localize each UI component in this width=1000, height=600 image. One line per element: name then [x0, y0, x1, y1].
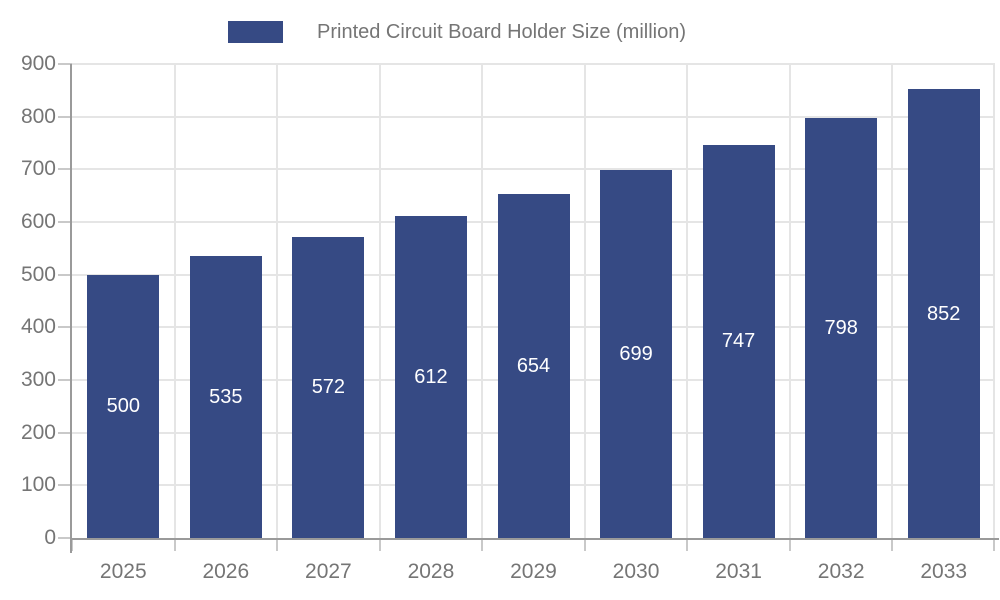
bar — [189, 256, 262, 538]
bar-value-label: 699 — [619, 342, 653, 365]
bar-value-label: 852 — [927, 302, 961, 325]
x-axis-tick — [174, 538, 176, 551]
bar-value-label: 747 — [721, 330, 756, 353]
bar-value-label: 654 — [516, 354, 551, 377]
x-tick-label: 2031 — [715, 560, 762, 583]
x-axis-tick — [379, 538, 381, 551]
legend[interactable]: Printed Circuit Board Holder Size (milli… — [228, 20, 686, 44]
y-axis-tick — [58, 379, 72, 381]
x-axis-line — [70, 538, 999, 540]
h-gridline — [72, 115, 995, 118]
x-tick-label: 2025 — [99, 560, 147, 583]
v-gridline — [584, 64, 586, 538]
y-axis-tick — [58, 273, 72, 276]
bar — [497, 193, 570, 538]
y-tick-label: 500 — [20, 262, 56, 286]
bar — [702, 144, 775, 538]
h-gridline — [72, 168, 995, 171]
x-axis-tick — [481, 538, 483, 551]
y-tick-label: 700 — [20, 157, 56, 181]
y-tick-label: 100 — [20, 473, 56, 497]
bar — [292, 236, 365, 538]
y-axis-tick — [58, 63, 72, 65]
y-tick-label: 900 — [20, 52, 56, 75]
x-axis-tick — [891, 538, 893, 551]
bar — [805, 117, 878, 538]
x-axis-tick — [71, 538, 73, 551]
x-tick-label: 2032 — [817, 560, 865, 583]
x-tick-label: 2029 — [510, 560, 557, 583]
x-tick-label: 2027 — [305, 560, 352, 583]
y-axis-tick — [58, 431, 72, 434]
plot-area: 500 535 572 612 654 699 747 798 852 — [58, 63, 999, 553]
x-axis-tick — [276, 538, 278, 551]
y-axis-tick — [58, 326, 72, 329]
x-tick-label: 2026 — [202, 560, 250, 583]
v-gridline — [276, 64, 278, 538]
x-tick-label: 2028 — [407, 560, 455, 583]
legend-label: Printed Circuit Board Holder Size (milli… — [317, 21, 687, 43]
v-gridline — [789, 64, 791, 538]
bar-value-label: 798 — [824, 316, 858, 339]
h-gridline — [72, 63, 995, 65]
x-axis-tick — [686, 538, 688, 551]
bar-value-label: 500 — [106, 395, 140, 418]
bar-value-label: 612 — [414, 365, 448, 388]
y-tick-label: 0 — [44, 526, 56, 549]
y-tick-label: 300 — [20, 368, 56, 391]
y-axis-tick — [58, 168, 72, 171]
x-axis-tick — [584, 538, 586, 551]
bar — [87, 274, 160, 538]
v-gridline — [174, 64, 176, 538]
v-gridline — [686, 64, 688, 538]
v-gridline — [891, 64, 893, 538]
y-axis-tick — [58, 537, 72, 539]
y-tick-label: 600 — [20, 210, 56, 233]
v-gridline — [379, 64, 381, 538]
y-tick-label: 200 — [20, 420, 56, 444]
bar-value-label: 572 — [311, 376, 346, 399]
legend-swatch — [228, 21, 283, 43]
x-tick-label: 2030 — [612, 560, 660, 583]
y-axis-tick — [58, 484, 72, 487]
x-tick-label: 2033 — [920, 560, 968, 583]
bar — [907, 89, 980, 538]
y-axis-line — [70, 64, 72, 553]
y-axis-tick — [58, 221, 72, 223]
y-axis-tick — [58, 115, 72, 118]
y-tick-label: 800 — [20, 104, 56, 128]
bar — [394, 215, 467, 538]
x-axis-tick — [789, 538, 791, 551]
x-axis-tick — [993, 538, 995, 551]
v-gridline — [993, 64, 995, 538]
bar — [600, 169, 673, 538]
v-gridline — [481, 64, 483, 538]
bar-value-label: 535 — [209, 386, 243, 409]
y-tick-label: 400 — [20, 315, 56, 339]
